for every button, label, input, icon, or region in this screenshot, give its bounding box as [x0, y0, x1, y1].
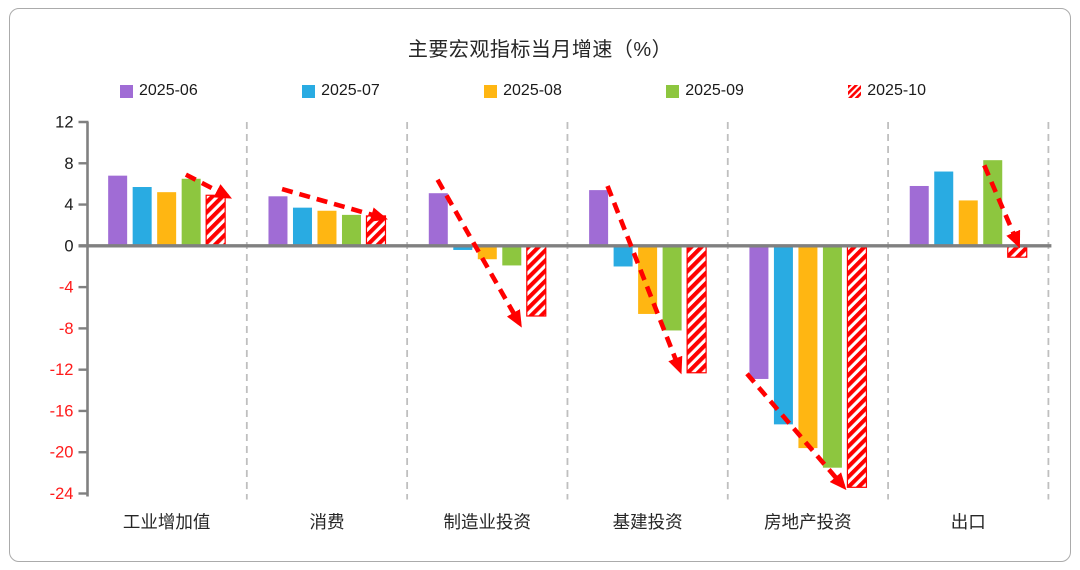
legend-item-2025-10: 2025-10 — [848, 82, 926, 100]
y-tick-label--4: -4 — [59, 279, 74, 297]
bar-2025-07-制造业投资 — [453, 245, 473, 250]
legend-swatch-2025-10 — [848, 84, 862, 98]
bar-2025-08-出口 — [958, 200, 978, 246]
trend-arrow-工业增加值 — [184, 172, 233, 199]
bar-2025-10-制造业投资 — [526, 245, 547, 317]
bar-2025-09-出口 — [983, 160, 1003, 246]
bar-2025-08-制造业投资 — [477, 245, 497, 260]
legend: 2025-06 2025-07 2025-08 2025-09 2025-10 — [120, 79, 926, 103]
bar-2025-10-工业增加值 — [205, 194, 226, 247]
bar-2025-08-消费 — [317, 210, 337, 246]
bar-2025-09-房地产投资 — [822, 245, 842, 468]
y-tick-label-0: 0 — [64, 237, 73, 255]
trend-arrow-制造业投资 — [435, 178, 522, 328]
legend-label-2025-10: 2025-10 — [867, 82, 926, 99]
bar-chart-plot: 12 8 4 0 -4 -8 -12 -16 -20 -24 工业增加值 消费 制造业投资 基建投资 房地产… — [50, 114, 1052, 532]
legend-label-2025-09: 2025-09 — [685, 82, 744, 99]
y-tick-label--20: -20 — [50, 444, 74, 462]
legend-swatch-2025-07 — [302, 84, 316, 98]
bar-2025-06-出口 — [909, 185, 929, 246]
bar-2025-08-工业增加值 — [157, 192, 177, 246]
chart-title: 主要宏观指标当月增速（%） — [407, 39, 673, 61]
y-tick-label--16: -16 — [50, 402, 74, 420]
bar-2025-10-基建投资 — [686, 245, 707, 374]
bar-2025-07-基建投资 — [613, 245, 633, 267]
bar-2025-06-基建投资 — [589, 190, 609, 246]
legend-item-2025-06: 2025-06 — [120, 82, 198, 100]
bar-2025-09-制造业投资 — [502, 245, 522, 266]
x-category-label-基建投资: 基建投资 — [613, 512, 683, 532]
legend-label-2025-07: 2025-07 — [321, 82, 380, 99]
x-category-label-工业增加值: 工业增加值 — [123, 512, 211, 532]
x-category-label-出口: 出口 — [951, 512, 986, 532]
legend-item-2025-07: 2025-07 — [302, 82, 380, 100]
bar-2025-09-基建投资 — [662, 245, 682, 331]
legend-label-2025-08: 2025-08 — [503, 82, 562, 99]
bar-2025-06-消费 — [268, 196, 288, 246]
legend-swatch-2025-06 — [120, 84, 133, 98]
legend-swatch-2025-09 — [666, 84, 680, 98]
y-tick-label-4: 4 — [64, 196, 73, 214]
bar-2025-08-房地产投资 — [798, 245, 818, 449]
bar-2025-06-房地产投资 — [749, 245, 769, 379]
bar-2025-10-消费 — [365, 215, 387, 247]
bar-2025-10-房地产投资 — [846, 245, 868, 488]
y-tick-label--8: -8 — [59, 320, 74, 338]
legend-item-2025-08: 2025-08 — [484, 82, 562, 100]
y-tick-label-12: 12 — [55, 114, 73, 132]
bar-2025-09-消费 — [341, 214, 361, 246]
x-category-label-消费: 消费 — [309, 512, 344, 532]
legend-label-2025-06: 2025-06 — [139, 82, 198, 99]
bar-2025-07-工业增加值 — [132, 187, 152, 246]
legend-item-2025-09: 2025-09 — [666, 82, 744, 100]
bar-2025-06-制造业投资 — [428, 193, 448, 246]
bar-2025-07-出口 — [934, 171, 954, 246]
y-tick-label--12: -12 — [50, 361, 74, 379]
x-category-label-房地产投资: 房地产投资 — [764, 512, 852, 532]
y-tick-label-8: 8 — [64, 155, 73, 173]
bar-2025-08-基建投资 — [638, 245, 658, 314]
trend-arrow-出口 — [982, 164, 1021, 249]
y-tick-label--24: -24 — [50, 485, 74, 503]
trend-arrow-房地产投资 — [745, 372, 847, 491]
bar-2025-07-房地产投资 — [773, 245, 793, 425]
chart-card: 主要宏观指标当月增速（%） 2025-06 2025-07 2025-08 2025-… — [9, 8, 1071, 562]
trend-arrow-基建投资 — [605, 185, 683, 375]
bar-2025-09-工业增加值 — [181, 178, 201, 246]
x-category-label-制造业投资: 制造业投资 — [444, 512, 532, 532]
bar-2025-07-消费 — [292, 207, 312, 246]
bar-2025-06-工业增加值 — [108, 175, 128, 246]
bar-2025-10-出口 — [1007, 245, 1028, 258]
legend-swatch-2025-08 — [484, 84, 498, 98]
